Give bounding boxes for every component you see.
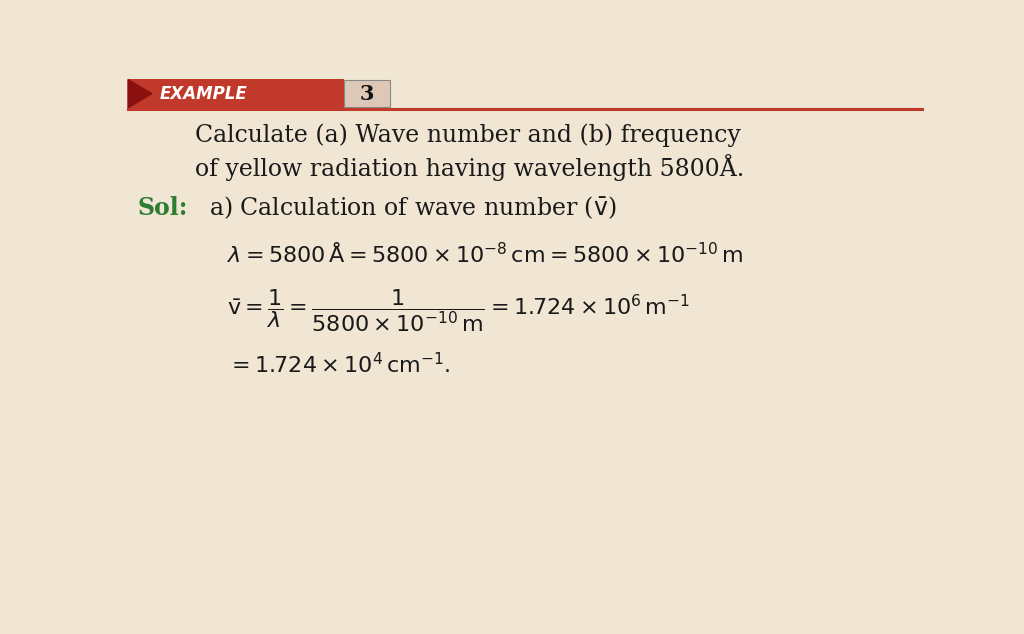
Text: $\lambda = 5800\,\mathrm{\AA} = 5800 \times 10^{-8}\,\mathrm{cm} = 5800 \times 1: $\lambda = 5800\,\mathrm{\AA} = 5800 \ti… — [227, 242, 743, 267]
Text: 3: 3 — [359, 84, 374, 103]
Bar — [344, 80, 390, 107]
Polygon shape — [128, 79, 152, 108]
Text: Sol:: Sol: — [137, 196, 187, 220]
Text: $\bar{\mathrm{v}} = \dfrac{1}{\lambda} = \dfrac{1}{5800 \times 10^{-10}\,\mathrm: $\bar{\mathrm{v}} = \dfrac{1}{\lambda} =… — [227, 287, 690, 333]
Text: Calculate (a) Wave number and (b) frequency: Calculate (a) Wave number and (b) freque… — [196, 124, 741, 147]
Bar — [128, 79, 344, 108]
Text: of yellow radiation having wavelength 5800Å.: of yellow radiation having wavelength 58… — [196, 154, 744, 181]
Text: a) Calculation of wave number ($\bar{\mathrm{v}}$): a) Calculation of wave number ($\bar{\ma… — [209, 195, 616, 221]
Text: EXAMPLE: EXAMPLE — [160, 85, 248, 103]
Text: $= 1.724 \times 10^{4}\,\mathrm{cm}^{-1}.$: $= 1.724 \times 10^{4}\,\mathrm{cm}^{-1}… — [227, 351, 451, 377]
